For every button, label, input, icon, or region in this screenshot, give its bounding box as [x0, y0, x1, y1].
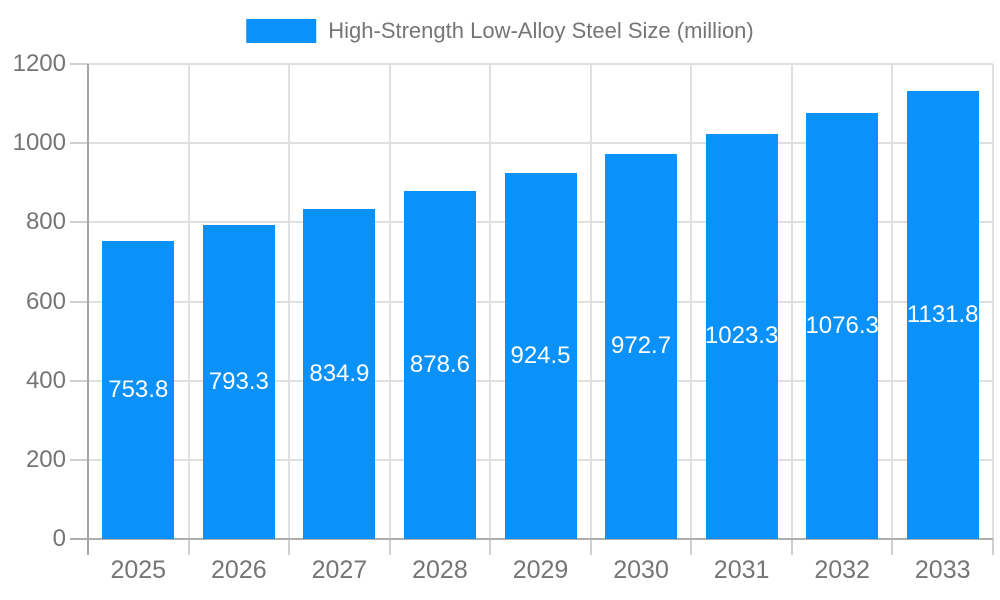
x-axis-tick [690, 539, 693, 555]
bar[interactable] [906, 90, 979, 539]
bar-value-label: 972.7 [611, 332, 672, 360]
y-axis-tick [70, 300, 88, 303]
x-gridline [288, 64, 291, 539]
bar-value-label: 834.9 [309, 359, 370, 387]
bar-value-label: 878.6 [409, 351, 470, 379]
x-gridline [187, 64, 190, 539]
bar[interactable] [504, 173, 577, 539]
y-axis-tick [70, 379, 88, 382]
x-axis-label: 2028 [412, 556, 468, 584]
x-axis-label: 2026 [211, 556, 267, 584]
x-axis-tick [992, 539, 994, 555]
bar[interactable] [806, 112, 879, 539]
bar[interactable] [102, 240, 175, 539]
x-gridline [992, 64, 994, 539]
legend-item[interactable]: High-Strength Low-Alloy Steel Size (mill… [246, 19, 754, 43]
y-axis-label: 1200 [12, 50, 66, 77]
x-axis-line [70, 538, 993, 540]
y-gridline [88, 63, 993, 65]
x-axis-tick [288, 539, 291, 555]
x-axis-tick [489, 539, 492, 555]
bar-value-label: 924.5 [510, 342, 571, 370]
bar[interactable] [303, 208, 376, 539]
x-axis-label: 2027 [311, 556, 368, 584]
x-axis-label: 2031 [713, 556, 770, 584]
x-axis-label: 2033 [914, 556, 971, 584]
x-axis-label: 2030 [613, 556, 669, 584]
y-axis-tick [70, 458, 88, 461]
y-axis-label: 400 [25, 366, 66, 394]
y-axis-label: 200 [25, 445, 66, 473]
bar[interactable] [202, 224, 275, 539]
x-axis-label: 2032 [814, 556, 870, 584]
bar-value-label: 793.3 [208, 367, 269, 395]
x-axis-tick [388, 539, 391, 555]
bar[interactable] [605, 153, 678, 539]
x-gridline [489, 64, 492, 539]
x-gridline [790, 64, 793, 539]
bar[interactable] [705, 133, 778, 539]
bar[interactable] [403, 191, 476, 539]
bar-value-label: 753.8 [108, 375, 169, 403]
y-axis-label: 1000 [12, 129, 66, 157]
y-axis-tick [70, 221, 88, 224]
x-axis-tick [790, 539, 793, 555]
x-gridline [891, 64, 894, 539]
x-axis-tick [589, 539, 592, 555]
x-gridline [589, 64, 592, 539]
bar-value-label: 1131.8 [906, 300, 979, 328]
x-gridline [388, 64, 391, 539]
x-axis-label: 2029 [512, 556, 569, 584]
y-axis-label: 0 [52, 525, 66, 552]
bar-value-label: 1076.3 [805, 311, 879, 339]
y-axis-line [87, 64, 89, 555]
y-gridline [88, 142, 993, 145]
y-axis-tick [70, 63, 88, 65]
bar-value-label: 1023.3 [704, 322, 779, 350]
legend-swatch-icon [246, 19, 317, 43]
legend-label: High-Strength Low-Alloy Steel Size (mill… [328, 18, 754, 43]
x-axis-tick [187, 539, 190, 555]
y-axis-label: 800 [25, 208, 66, 236]
x-axis-tick [891, 539, 894, 555]
y-axis-tick [70, 142, 88, 145]
x-axis-label: 2025 [110, 556, 167, 584]
y-axis-label: 600 [25, 287, 66, 315]
x-gridline [690, 64, 693, 539]
